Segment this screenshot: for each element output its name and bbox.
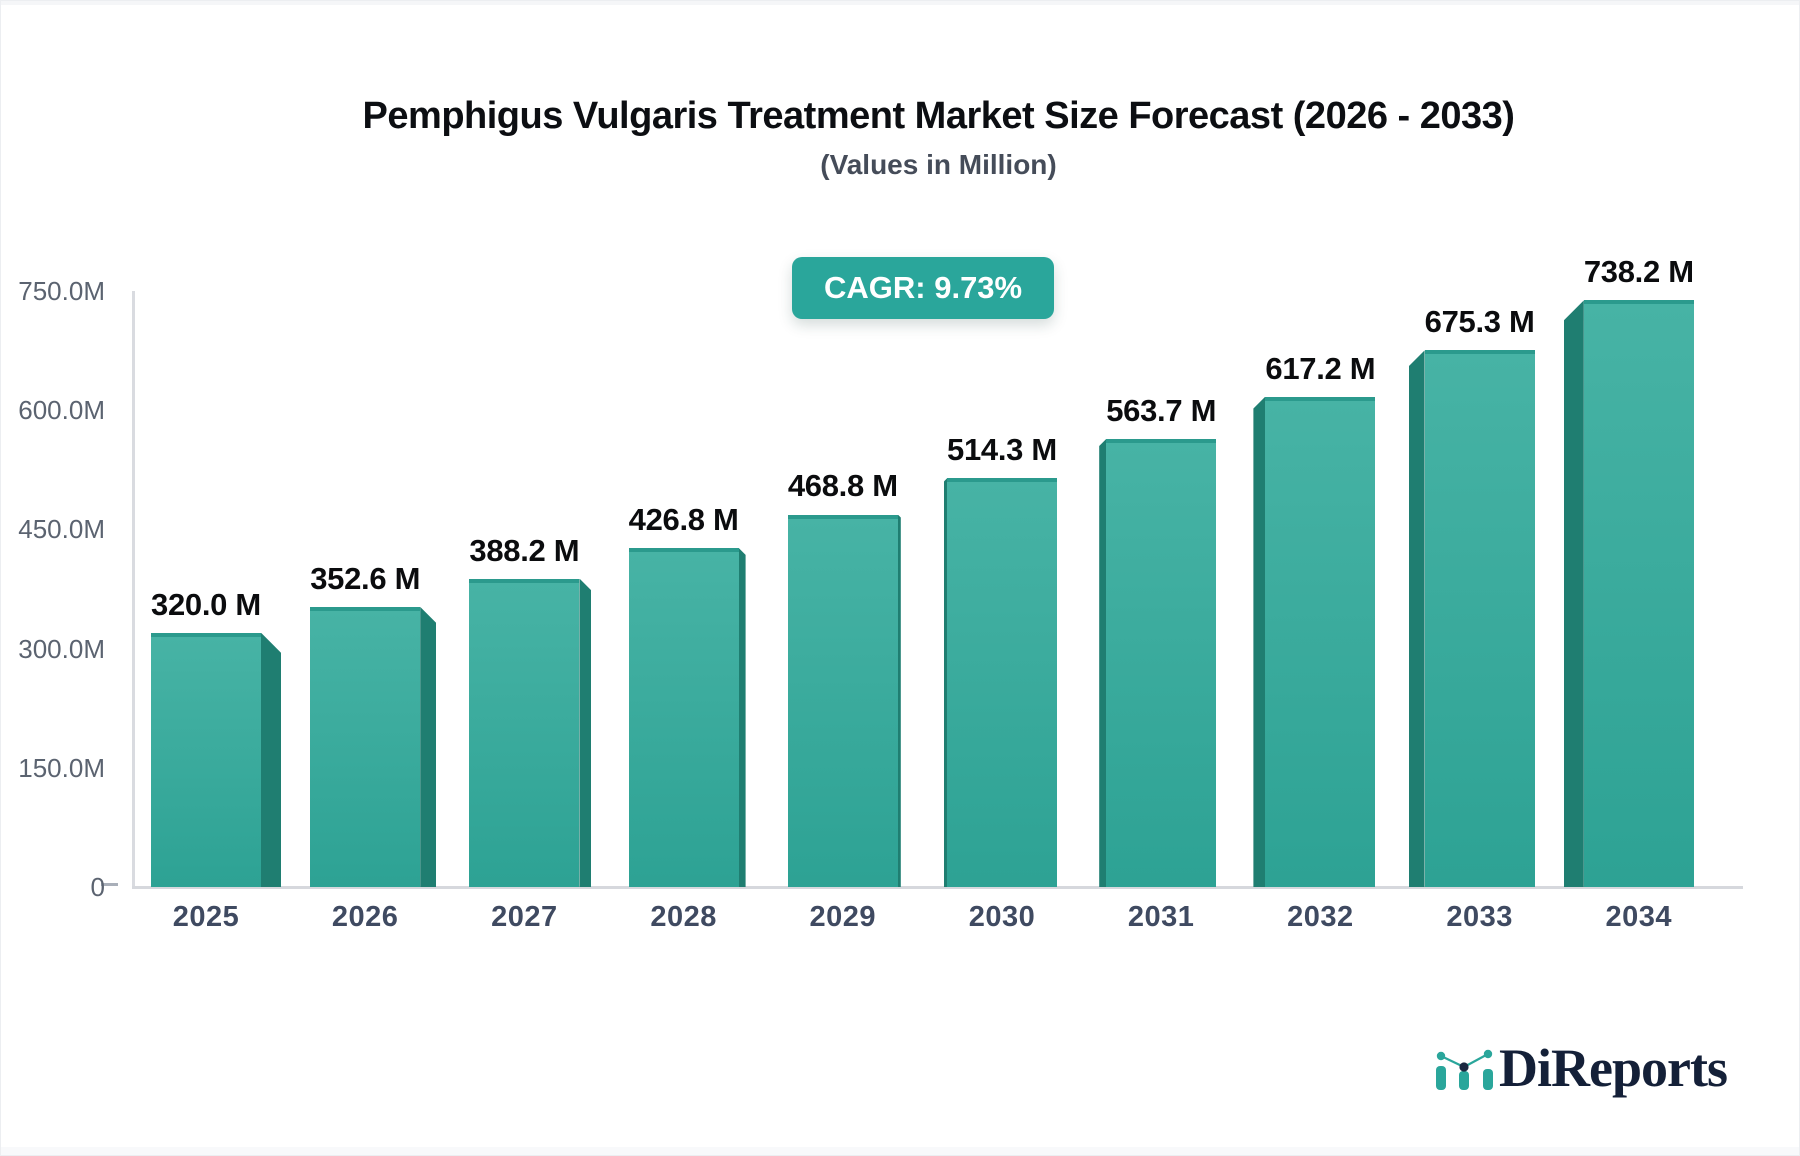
bar-2032: [1265, 396, 1376, 887]
x-axis-label: 2032: [1287, 901, 1354, 933]
bar-side: [1408, 350, 1425, 887]
y-axis-label: 300.0M: [18, 633, 105, 664]
x-axis-label: 2025: [172, 901, 240, 933]
bar-value-label: 352.6 M: [310, 560, 421, 596]
direports-logo: DiReports: [1429, 1033, 1728, 1103]
bar-side: [1099, 439, 1107, 887]
bar-side: [897, 514, 901, 887]
bar-side: [420, 606, 437, 887]
bar-2027: [469, 578, 580, 887]
bar-value-label: 320.0 M: [151, 586, 261, 622]
bar-value-label: 468.8 M: [787, 468, 898, 504]
brand-name: DiReports: [1499, 1038, 1728, 1098]
y-axis-line: [132, 291, 135, 887]
bar-line-chart-icon: [1436, 1049, 1493, 1090]
chart-title: Pemphigus Vulgaris Treatment Market Size…: [362, 95, 1515, 137]
bar-2025: [151, 632, 261, 887]
bar-2029: [787, 514, 898, 887]
x-axis-label: 2028: [650, 901, 717, 933]
y-axis-label: 600.0M: [18, 395, 105, 426]
cagr-badge: CAGR: 9.73%: [792, 257, 1055, 319]
y-axis-label: 0: [90, 872, 105, 902]
bar-value-label: 617.2 M: [1265, 350, 1376, 386]
bar-value-label: 388.2 M: [469, 532, 580, 568]
top-edge-divider: [1, 1, 1799, 5]
bar-value-label: 675.3 M: [1424, 304, 1535, 340]
bar-value-label: 738.2 M: [1583, 254, 1694, 290]
bar-side: [944, 478, 947, 887]
y-axis-label: 750.0M: [18, 276, 105, 306]
bar-value-label: 563.7 M: [1106, 393, 1217, 429]
bottom-edge-divider: [1, 1147, 1799, 1155]
bar-value-label: 514.3 M: [947, 432, 1057, 468]
bar-side: [261, 632, 281, 887]
y-axis-zero-tick: [101, 883, 118, 886]
bar-2028: [628, 547, 739, 887]
bar-side: [579, 578, 592, 887]
bar-2031: [1106, 439, 1217, 887]
bar-2034: [1583, 300, 1694, 887]
x-axis-line: [132, 886, 1743, 889]
y-axis-label: 150.0M: [18, 752, 105, 783]
bar-value-label: 426.8 M: [628, 501, 739, 537]
x-axis-label: 2033: [1446, 901, 1513, 933]
plot-area: 320.0 M 2025 352.6 M 2026 388.2 M 2027 426.8 M…: [134, 254, 1743, 933]
bar-2026: [310, 606, 421, 887]
bar-2030: [947, 478, 1057, 887]
x-axis-label: 2026: [331, 901, 399, 933]
x-axis-label: 2029: [809, 901, 877, 933]
x-axis-label: 2030: [968, 901, 1036, 933]
x-axis-label: 2031: [1127, 901, 1195, 933]
chart-subtitle: (Values in Million): [820, 149, 1057, 180]
y-axis-label: 450.0M: [18, 514, 105, 545]
bar-2033: [1424, 350, 1535, 887]
bar-side: [738, 547, 746, 887]
x-axis-label: 2027: [491, 901, 558, 933]
x-axis-label: 2034: [1605, 901, 1673, 933]
bar-side: [1253, 396, 1266, 887]
bar-side: [1563, 300, 1584, 887]
